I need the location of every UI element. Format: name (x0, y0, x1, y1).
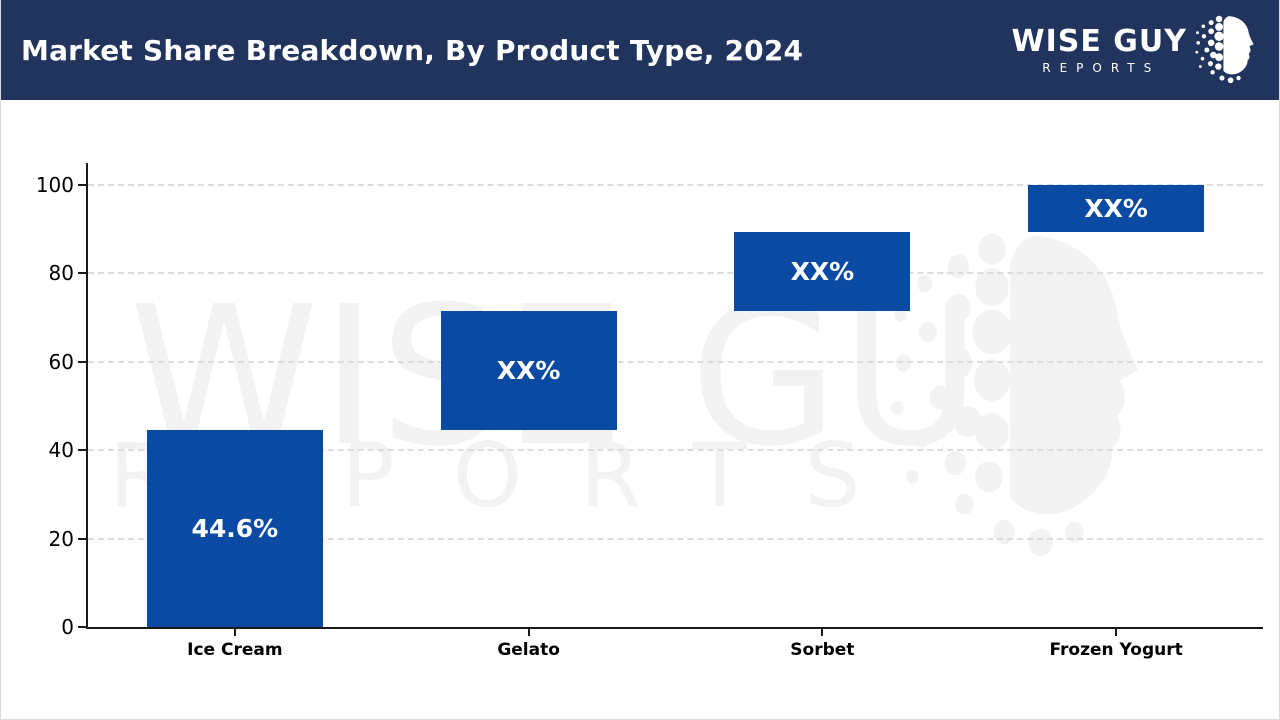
y-axis-tick-label: 100 (35, 173, 74, 198)
bar-gelato: XX% (440, 311, 617, 430)
gridline (88, 449, 1263, 452)
gridline (88, 184, 1263, 187)
gridline (88, 537, 1263, 540)
category-label-sorbet: Sorbet (790, 640, 855, 660)
bar-value-label: XX% (496, 355, 561, 385)
y-axis-tick-mark (78, 626, 86, 628)
category-label-gelato: Gelato (497, 640, 560, 660)
head-profile-icon (1195, 15, 1254, 84)
y-axis-tick-mark (78, 449, 86, 452)
bar-ice-cream: 44.6% (146, 429, 323, 627)
logo-subtext: REPORTS (1042, 60, 1161, 75)
y-axis-tick-mark (78, 272, 86, 275)
y-axis-tick-mark (78, 537, 86, 540)
x-axis-tick-mark (1115, 629, 1118, 636)
logo-wordmark: WISE GUY (1011, 23, 1187, 59)
category-label-ice-cream: Ice Cream (187, 640, 283, 660)
y-axis-tick-mark (78, 360, 86, 363)
y-axis-tick-label: 0 (61, 615, 74, 639)
y-axis-tick-label: 20 (48, 526, 74, 551)
y-axis-tick-label: 40 (48, 438, 74, 463)
bar-value-label: XX% (1084, 194, 1148, 223)
bar-frozen-yogurt: XX% (1028, 185, 1205, 232)
header-bar: Market Share Breakdown, By Product Type,… (1, 0, 1279, 100)
page-title: Market Share Breakdown, By Product Type,… (21, 33, 804, 67)
y-axis-tick-label: 80 (48, 261, 74, 286)
logo-text: WISE GUY REPORTS (1011, 23, 1187, 75)
x-axis-tick-mark (527, 629, 530, 636)
x-axis-tick-mark (821, 629, 824, 636)
gridline (88, 272, 1263, 275)
plot-area: 0 20 40 60 80 100 44.6% Ice Cream XX% Gelato XX% So… (36, 163, 1263, 660)
gridline (88, 360, 1263, 363)
wise-guy-logo: WISE GUY REPORTS (1011, 8, 1263, 92)
bar-value-label: 44.6% (191, 513, 279, 543)
y-axis-tick-label: 60 (48, 349, 74, 374)
bar-sorbet: XX% (734, 231, 911, 312)
bar-value-label: XX% (790, 256, 855, 286)
category-label-frozen-yogurt: Frozen Yogurt (1049, 640, 1183, 660)
x-axis-tick-mark (233, 629, 236, 636)
y-axis-tick-mark (78, 184, 86, 187)
